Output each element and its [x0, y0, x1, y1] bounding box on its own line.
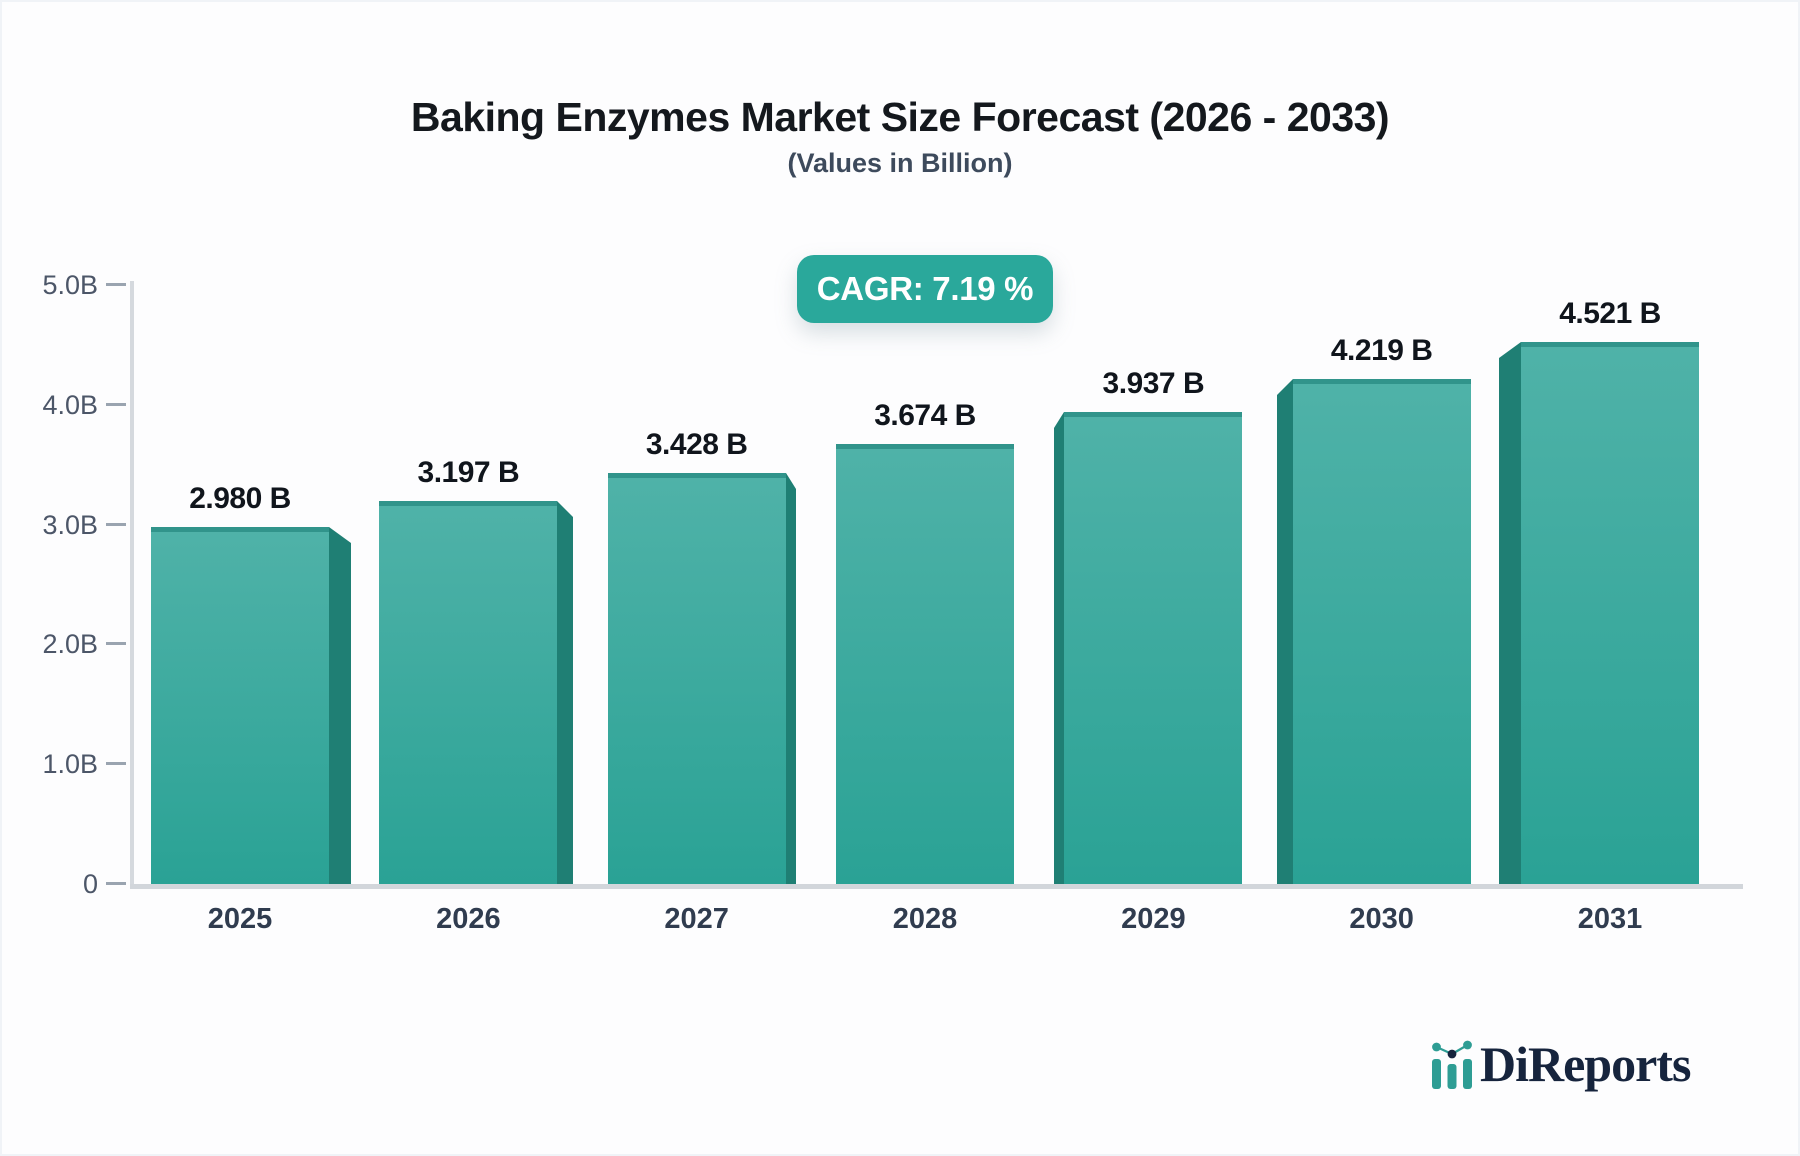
bar-value-label: 4.219 B	[1330, 334, 1433, 367]
bar-value-label: 2.980 B	[189, 482, 291, 515]
x-axis-label: 2029	[1121, 903, 1186, 935]
y-tick-label: 0	[82, 869, 98, 899]
brand-logo: DiReports	[1430, 1036, 1760, 1106]
brand-name: DiReports	[1480, 1036, 1691, 1092]
bar-3d-side	[557, 501, 573, 884]
chart-subtitle: (Values in Billion)	[787, 148, 1013, 178]
y-tick-mark	[106, 882, 126, 885]
x-axis-label: 2026	[436, 903, 501, 935]
x-axis-label: 2030	[1349, 903, 1414, 935]
chart-title: Baking Enzymes Market Size Forecast (202…	[410, 94, 1390, 140]
bar	[379, 501, 557, 884]
bar-value-label: 3.197 B	[417, 456, 520, 489]
bar	[836, 444, 1014, 884]
y-tick-label: 2.0B	[42, 629, 98, 660]
x-axis-label: 2031	[1577, 903, 1643, 935]
y-tick-label: 1.0B	[42, 749, 98, 780]
bar-3d-side	[329, 527, 351, 884]
mini-bar-chart-icon	[1432, 1040, 1472, 1089]
bar-value-label: 3.674 B	[874, 399, 976, 432]
bar-3d-side	[1277, 379, 1293, 884]
bar	[1521, 342, 1699, 884]
y-tick-mark	[106, 283, 126, 286]
bar-value-label: 3.428 B	[645, 428, 748, 461]
y-tick-mark	[106, 402, 126, 406]
y-tick-mark	[106, 762, 126, 766]
bar-3d-side	[786, 473, 796, 884]
x-axis-line	[130, 884, 1743, 889]
x-axis-label: 2027	[664, 903, 729, 935]
y-tick-label: 5.0B	[42, 270, 98, 300]
bar-3d-side	[1499, 342, 1521, 884]
cagr-label: CAGR: 7.19 %	[816, 270, 1034, 307]
bar	[1293, 379, 1471, 884]
cagr-badge: CAGR: 7.19 %	[797, 255, 1053, 323]
y-tick-label: 4.0B	[42, 389, 98, 420]
x-axis-label: 2025	[207, 903, 273, 935]
y-tick-mark	[106, 522, 126, 526]
bar	[608, 473, 786, 884]
y-tick-label: 3.0B	[42, 509, 98, 540]
bar	[1064, 412, 1242, 884]
bar-3d-side	[1054, 412, 1064, 884]
y-axis-line	[130, 281, 134, 884]
bar-value-label: 4.521 B	[1559, 297, 1661, 330]
bar	[151, 527, 329, 884]
bar-value-label: 3.937 B	[1102, 367, 1205, 400]
x-axis-label: 2028	[892, 903, 958, 935]
y-tick-mark	[106, 642, 126, 646]
